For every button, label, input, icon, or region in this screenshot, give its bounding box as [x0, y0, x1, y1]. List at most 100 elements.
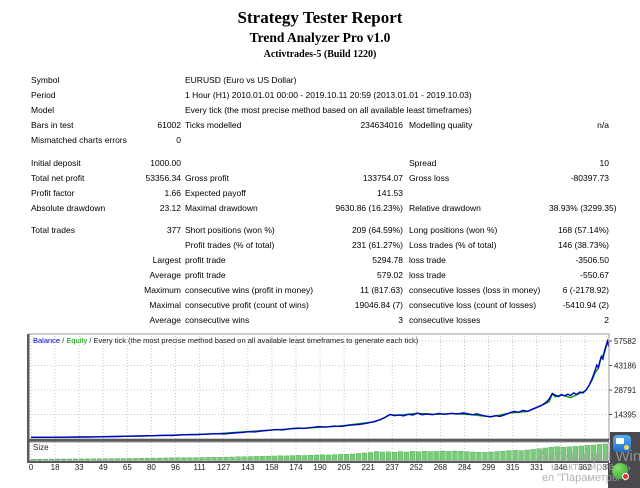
size-bar — [464, 451, 470, 461]
size-bar — [422, 450, 428, 461]
report-cell: Absolute drawdown — [31, 203, 106, 213]
report-cell — [335, 133, 403, 148]
report-cell: consecutive loss (count of losses) — [409, 300, 537, 310]
size-bar — [301, 455, 307, 461]
report-cell: consecutive wins (profit in money) — [185, 285, 314, 295]
report-cell: -5410.94 (2) — [562, 300, 609, 310]
size-bar — [145, 457, 151, 461]
report-cell: 231 (61.27%) — [351, 240, 403, 250]
size-bar — [482, 452, 488, 461]
report-cell: Bars in test — [31, 120, 74, 130]
report-cell: 10 — [599, 158, 609, 168]
size-bar — [48, 458, 55, 461]
size-bar — [398, 451, 404, 461]
report-cell: 6 (-2178.92) — [562, 285, 609, 295]
size-bar — [103, 458, 109, 461]
report-cell — [549, 186, 609, 201]
size-bar — [229, 456, 235, 461]
status-app-icon[interactable] — [612, 463, 629, 480]
report-cell — [139, 238, 181, 253]
report-cell: 1 Hour (H1) 2010.01.01 00:00 - 2019.10.1… — [185, 90, 472, 100]
size-bar — [518, 450, 524, 461]
size-bar — [199, 457, 205, 461]
size-bar — [560, 446, 566, 461]
size-bar — [319, 454, 326, 461]
size-bar — [187, 457, 193, 461]
report-cell: consecutive profit (count of wins) — [185, 300, 309, 310]
report-cell: 1000.00 — [150, 158, 181, 168]
x-axis-label: 284 — [458, 463, 472, 472]
report-cell: 23.12 — [159, 203, 181, 213]
report-cell: Relative drawdown — [409, 203, 481, 213]
report-cell: Profit trades (% of total) — [185, 240, 275, 250]
size-bar — [349, 453, 356, 461]
report-cell: 1.66 — [164, 188, 181, 198]
report-cell: -3506.50 — [575, 255, 609, 265]
report-table: Symbol EURUSD (Euro vs US Dollar) Period 1 … — [31, 73, 617, 328]
page-title: Strategy Tester Report — [237, 8, 403, 27]
report-cell: 5294.78 — [372, 255, 403, 265]
x-axis-label: 80 — [147, 463, 156, 472]
size-bar — [506, 450, 512, 461]
size-bar — [542, 447, 548, 461]
report-cell: consecutive losses (loss in money) — [409, 285, 541, 295]
expert-name: Trend Analyzer Pro v1.0 — [249, 30, 391, 45]
x-axis-label: 299 — [482, 463, 496, 472]
x-axis-label: 331 — [530, 463, 544, 472]
report-header: Strategy Tester Report Trend Analyzer Pr… — [0, 8, 640, 60]
size-bar — [325, 454, 332, 461]
left-edge-border — [27, 334, 30, 463]
size-bar — [211, 457, 217, 461]
report-cell: Model — [31, 105, 55, 115]
size-bar — [307, 454, 314, 461]
size-bar — [277, 455, 283, 461]
y-axis-label: 14395 — [614, 411, 637, 420]
report-cell — [31, 298, 139, 313]
strategy-tester-report-page: { "header": { "title": "Strategy Tester … — [0, 8, 640, 488]
size-bar — [584, 445, 590, 461]
report-cell: 377 — [166, 225, 181, 235]
size-bar — [90, 458, 97, 461]
report-cell — [139, 73, 181, 88]
report-cell — [185, 156, 335, 171]
x-axis-label: 205 — [337, 463, 351, 472]
report-cell: Mismatched charts errors — [31, 135, 127, 145]
size-bar — [452, 450, 458, 461]
report-cell — [409, 186, 549, 201]
x-axis-label: 143 — [241, 463, 255, 472]
size-bar — [96, 458, 103, 461]
size-bar — [602, 443, 609, 461]
size-bar — [127, 458, 133, 461]
size-bar — [530, 449, 536, 461]
report-cell: Expected payoff — [185, 188, 246, 198]
chart-background — [28, 333, 610, 463]
size-bar — [566, 446, 572, 461]
report-cell: Symbol — [31, 75, 60, 85]
report-cell — [409, 133, 549, 148]
size-bar — [355, 453, 362, 461]
size-bar — [193, 457, 199, 461]
report-cell: 3 — [398, 315, 403, 325]
size-bar — [241, 456, 247, 461]
x-axis-label: 190 — [313, 463, 327, 472]
size-bar — [259, 456, 265, 461]
report-cell: 38.93% (3299.35) — [549, 203, 617, 213]
size-bar — [361, 452, 368, 461]
x-axis-label: 221 — [361, 463, 375, 472]
report-cell: Average — [149, 315, 181, 325]
balance-line — [31, 338, 610, 439]
report-cell: Initial deposit — [31, 158, 81, 168]
report-cell: Maximal drawdown — [185, 203, 258, 213]
report-cell: Largest — [152, 255, 181, 265]
chat-app-icon[interactable] — [613, 435, 631, 452]
report-cell — [31, 238, 139, 253]
report-cell — [31, 268, 139, 283]
size-bar — [84, 458, 91, 461]
size-bar — [247, 456, 253, 461]
x-axis-label: 96 — [171, 463, 180, 472]
size-bar — [410, 451, 416, 461]
report-cell: Spread — [409, 158, 437, 168]
x-axis-label: 174 — [289, 463, 303, 472]
size-bar — [60, 458, 67, 461]
size-bar — [133, 458, 139, 461]
